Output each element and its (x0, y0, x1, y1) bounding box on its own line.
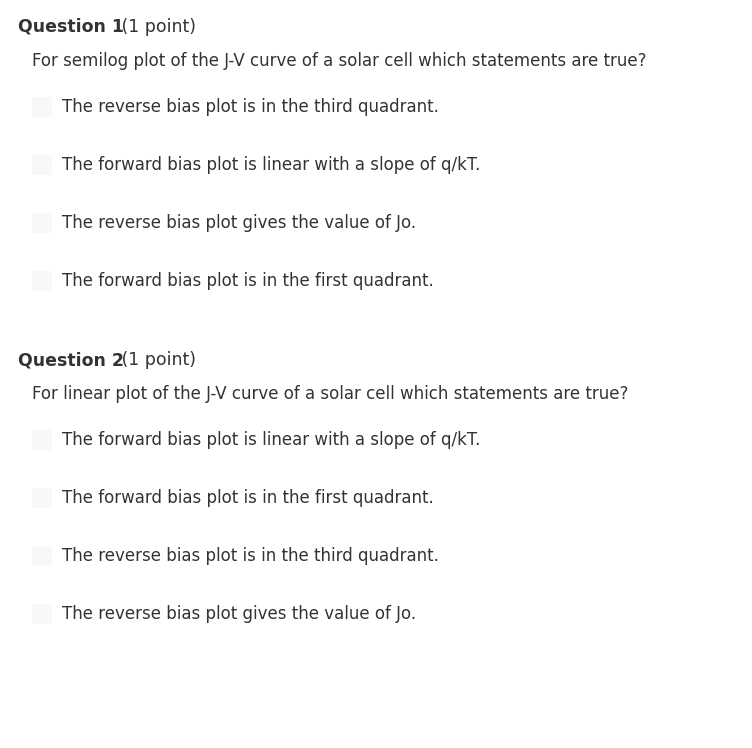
FancyBboxPatch shape (31, 212, 53, 234)
Text: The forward bias plot is in the first quadrant.: The forward bias plot is in the first qu… (62, 489, 434, 507)
FancyBboxPatch shape (31, 429, 53, 451)
Text: The reverse bias plot gives the value of Jo.: The reverse bias plot gives the value of… (62, 214, 416, 232)
Text: For linear plot of the J-V curve of a solar cell which statements are true?: For linear plot of the J-V curve of a so… (32, 385, 629, 403)
Text: The forward bias plot is linear with a slope of q/kT.: The forward bias plot is linear with a s… (62, 431, 481, 449)
Text: The forward bias plot is linear with a slope of q/kT.: The forward bias plot is linear with a s… (62, 156, 481, 174)
FancyBboxPatch shape (31, 603, 53, 625)
FancyBboxPatch shape (31, 487, 53, 509)
Text: The reverse bias plot is in the third quadrant.: The reverse bias plot is in the third qu… (62, 547, 439, 565)
Text: The reverse bias plot gives the value of Jo.: The reverse bias plot gives the value of… (62, 605, 416, 623)
Text: Question 2: Question 2 (18, 351, 124, 369)
FancyBboxPatch shape (31, 153, 53, 177)
Text: For semilog plot of the J-V curve of a solar cell which statements are true?: For semilog plot of the J-V curve of a s… (32, 52, 647, 70)
FancyBboxPatch shape (31, 545, 53, 568)
Text: The reverse bias plot is in the third quadrant.: The reverse bias plot is in the third qu… (62, 98, 439, 116)
Text: (1 point): (1 point) (116, 18, 196, 36)
FancyBboxPatch shape (31, 96, 53, 118)
Text: (1 point): (1 point) (116, 351, 196, 369)
Text: The forward bias plot is in the first quadrant.: The forward bias plot is in the first qu… (62, 272, 434, 290)
FancyBboxPatch shape (31, 269, 53, 292)
Text: Question 1: Question 1 (18, 18, 124, 36)
